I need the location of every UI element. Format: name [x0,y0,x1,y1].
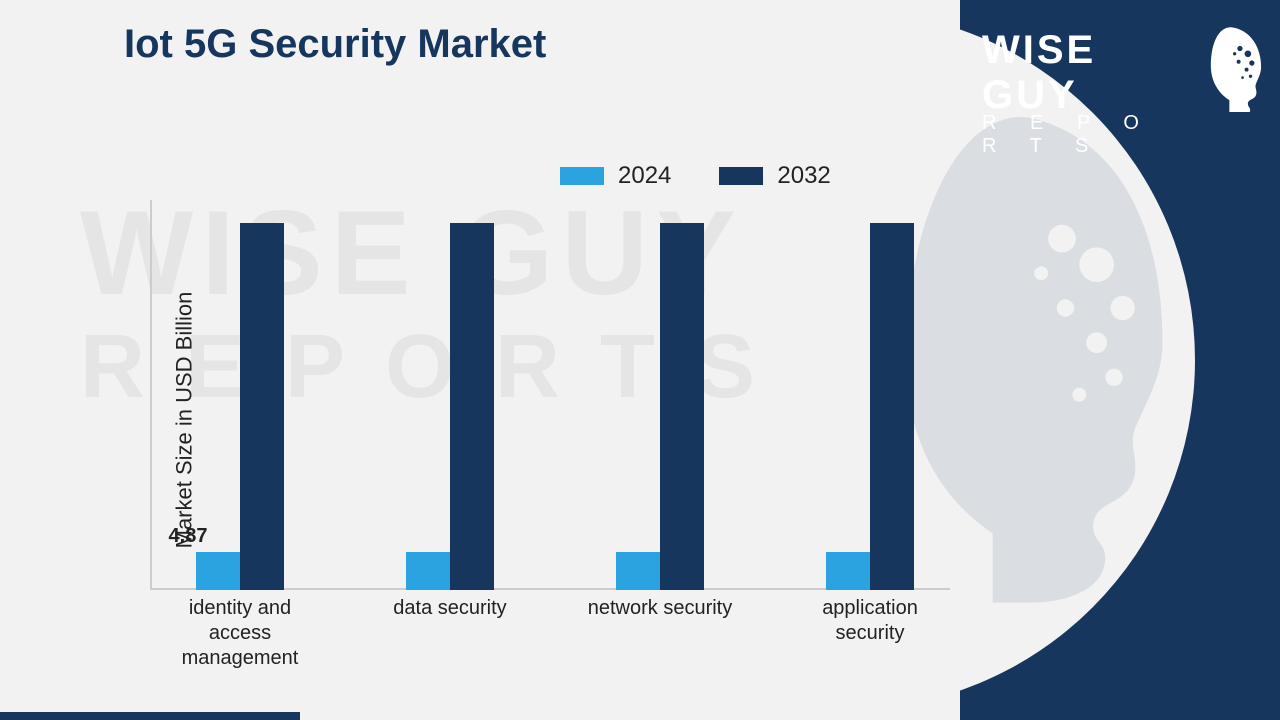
bar-series-a [826,552,870,590]
category-label: network security [575,590,745,621]
plot-area: 4.87identity and access managementdata s… [150,200,950,590]
brand-logo: WISE GUY R E P O R T S [982,18,1262,114]
brand-logo-line2: R E P O R T S [982,112,1196,158]
category-label: data security [365,590,535,621]
bar-series-b [450,223,494,590]
category-label: identity and access management [155,590,325,671]
chart-area: Market Size in USD Billion 4.87identity … [110,160,970,680]
y-axis-line [150,200,152,590]
category-label: application security [785,590,955,646]
bar-value-label: 4.87 [166,525,210,552]
bar-series-b [240,223,284,590]
bar-series-a: 4.87 [196,552,240,590]
brand-logo-line1: WISE GUY [982,28,1196,118]
chart-title: Iot 5G Security Market [124,22,546,67]
stage: WISE GUY R E P O R T S Iot 5G Security M… [0,0,1280,720]
bar-series-a [616,552,660,590]
bar-series-b [870,223,914,590]
bar-series-a [406,552,450,590]
bottom-accent-strip [0,712,300,720]
brand-head-icon [1198,26,1266,112]
bar-series-b [660,223,704,590]
